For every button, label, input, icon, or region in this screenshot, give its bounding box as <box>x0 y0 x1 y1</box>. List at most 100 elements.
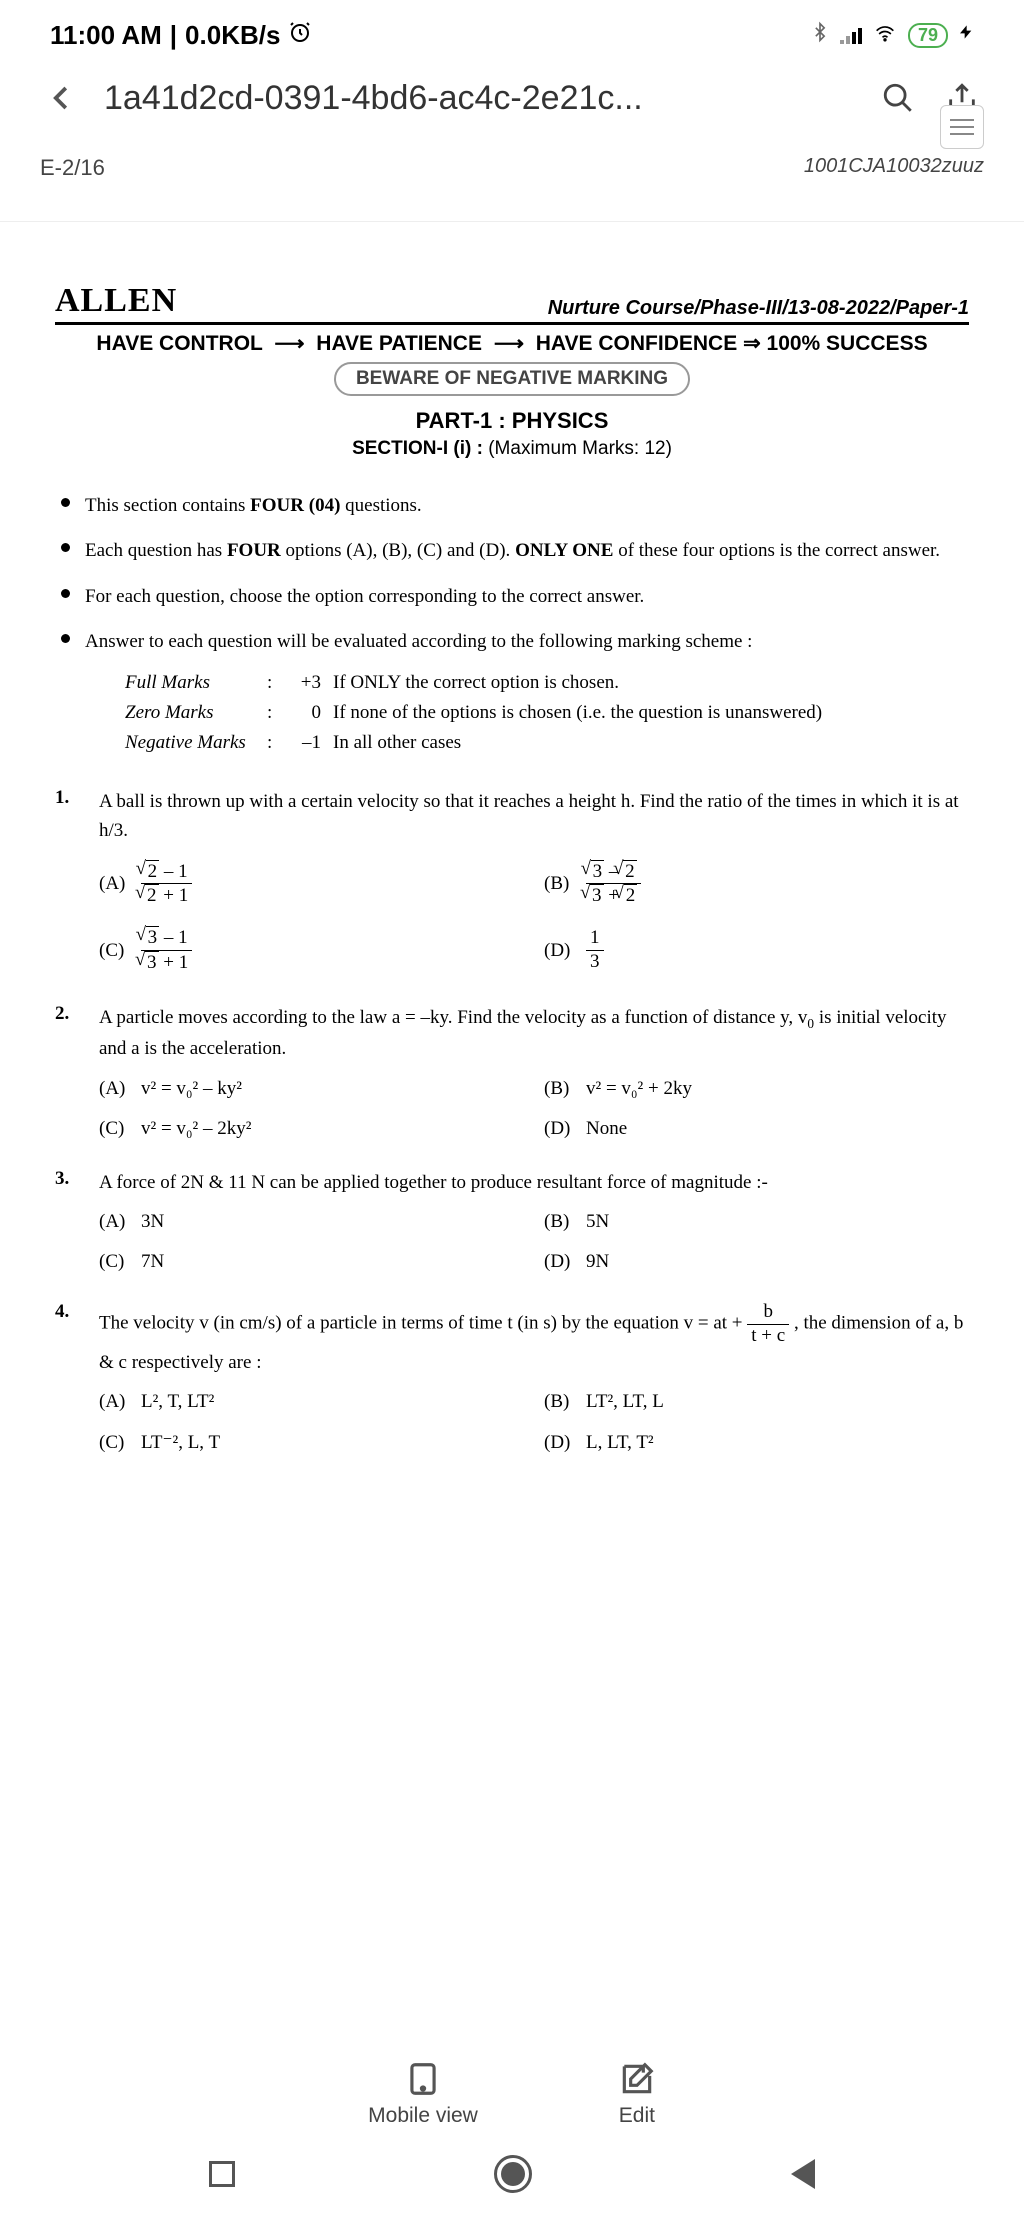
nav-back-button[interactable] <box>791 2159 815 2189</box>
option-c: (C)LT⁻², L, T <box>99 1431 524 1454</box>
header-underline <box>55 322 969 325</box>
marks-label: Full Marks <box>125 668 255 698</box>
question-2: 2. A particle moves according to the law… <box>55 1003 969 1140</box>
arrow-icon: ⟶ <box>274 331 304 356</box>
page-code-left: E-2/16 <box>40 155 105 181</box>
n: + 1 <box>159 952 189 973</box>
section-a: SECTION-I (i) : <box>352 438 483 459</box>
marks-value: +3 <box>291 668 321 698</box>
status-time: 11:00 AM <box>50 20 162 51</box>
n: 2 <box>146 860 160 884</box>
n: – 1 <box>159 861 188 882</box>
beware-pill: BEWARE OF NEGATIVE MARKING <box>334 362 690 396</box>
opt-label: (D) <box>544 1432 578 1454</box>
text: questions. <box>340 495 421 516</box>
fraction: √3 – √2 √3 + √2 <box>586 860 641 909</box>
opt-text: 9N <box>586 1251 609 1273</box>
status-right: 79 <box>810 20 974 51</box>
text: options (A), (B), (C) and (D). <box>281 540 515 561</box>
opt-label: (A) <box>99 873 133 895</box>
status-bar: 11:00 AM | 0.0KB/s 79 <box>0 0 1024 61</box>
opt-text: v² = v₀² – 2ky² <box>141 1118 251 1140</box>
opt-label: (B) <box>544 1391 578 1413</box>
file-title: 1a41d2cd-0391-4bd6-ac4c-2e21c... <box>104 79 856 118</box>
opt-label: (A) <box>99 1391 133 1413</box>
edit-button[interactable]: Edit <box>618 2060 656 2128</box>
n: 2 <box>623 860 637 884</box>
search-button[interactable] <box>876 76 920 120</box>
marking-scheme: Full Marks: +3 If ONLY the correct optio… <box>125 668 969 759</box>
bottom-action-bar: Mobile view Edit <box>0 2060 1024 2128</box>
opt-label: (C) <box>99 1432 133 1454</box>
back-button[interactable] <box>40 76 84 120</box>
opt-text: 3N <box>141 1211 164 1233</box>
home-button[interactable] <box>494 2155 532 2193</box>
mobile-view-button[interactable]: Mobile view <box>368 2060 478 2128</box>
part-title: PART-1 : PHYSICS <box>55 408 969 434</box>
status-netspeed: 0.0KB/s <box>185 20 280 51</box>
option-a: (A) √2 – 1 √2 + 1 <box>99 860 524 909</box>
marks-value: 0 <box>291 698 321 728</box>
opt-text: LT², LT, L <box>586 1391 664 1413</box>
status-left: 11:00 AM | 0.0KB/s <box>50 20 312 51</box>
fraction: √3 – 1 √3 + 1 <box>141 926 192 975</box>
n: 3 <box>591 860 605 884</box>
fraction: √2 – 1 √2 + 1 <box>141 860 192 909</box>
question-number: 4. <box>55 1301 81 1454</box>
brand-title: ALLEN <box>55 282 177 320</box>
question-stem: The velocity v (in cm/s) of a particle i… <box>99 1301 969 1377</box>
instruction-item: Each question has FOUR options (A), (B),… <box>85 523 969 566</box>
opt-label: (D) <box>544 1118 578 1140</box>
motto-2: HAVE PATIENCE <box>316 332 482 355</box>
marks-row: Negative Marks: –1 In all other cases <box>125 728 969 758</box>
option-d: (D) 1 3 <box>544 926 969 975</box>
option-d: (D)L, LT, T² <box>544 1431 969 1454</box>
marks-row: Full Marks: +3 If ONLY the correct optio… <box>125 668 969 698</box>
question-3: 3. A force of 2N & 11 N can be applied t… <box>55 1168 969 1273</box>
question-number: 3. <box>55 1168 81 1273</box>
text: This section contains <box>85 495 250 516</box>
menu-button[interactable] <box>940 105 984 149</box>
android-nav-bar <box>0 2140 1024 2208</box>
n: – 1 <box>159 927 188 948</box>
opt-text: L², T, LT² <box>141 1391 214 1413</box>
question-1: 1. A ball is thrown up with a certain ve… <box>55 787 969 975</box>
opt-label: (B) <box>544 1211 578 1233</box>
instructions-list: This section contains FOUR (04) question… <box>55 478 969 658</box>
charging-icon <box>958 20 974 51</box>
text: FOUR (04) <box>250 495 340 516</box>
options: (A)3N (B)5N (C)7N (D)9N <box>99 1211 969 1273</box>
instruction-item: Answer to each question will be evaluate… <box>85 614 969 657</box>
wifi-icon <box>872 20 898 51</box>
page-meta: E-2/16 1001CJA10032zuuz <box>0 135 1024 211</box>
question-stem: A force of 2N & 11 N can be applied toge… <box>99 1168 969 1197</box>
text: Each question has <box>85 540 227 561</box>
section-b: (Maximum Marks: 12) <box>488 438 672 459</box>
opt-label: (A) <box>99 1078 133 1100</box>
option-a: (A) v² = v₀² – ky² <box>99 1078 524 1100</box>
motto-implies: ⇒ 100% SUCCESS <box>743 332 928 355</box>
options: (A) L², T, LT² (B) LT², LT, L (C)LT⁻², L, … <box>99 1391 969 1454</box>
opt-label: (C) <box>99 1118 133 1140</box>
toolbar: 1a41d2cd-0391-4bd6-ac4c-2e21c... <box>0 61 1024 135</box>
n: 3 <box>586 951 604 974</box>
edit-icon <box>618 2060 656 2098</box>
recent-apps-button[interactable] <box>209 2161 235 2187</box>
opt-text: 5N <box>586 1211 609 1233</box>
battery-indicator: 79 <box>908 23 948 48</box>
opt-text: v² = v₀² – ky² <box>141 1078 242 1100</box>
motto-3: HAVE CONFIDENCE <box>536 332 737 355</box>
section-title: SECTION-I (i) : (Maximum Marks: 12) <box>55 438 969 460</box>
option-b: (B)v² = v₀² + 2ky <box>544 1078 969 1100</box>
option-b: (B) √3 – √2 √3 + √2 <box>544 860 969 909</box>
marks-desc: If none of the options is chosen (i.e. t… <box>333 698 969 728</box>
opt-label: (D) <box>544 940 578 962</box>
n: 1 <box>586 927 604 951</box>
opt-text: v² = v₀² + 2ky <box>586 1078 692 1100</box>
n: t + c <box>747 1325 789 1348</box>
question-stem: A ball is thrown up with a certain veloc… <box>99 787 969 846</box>
opt-text: None <box>586 1118 627 1140</box>
question-4: 4. The velocity v (in cm/s) of a particl… <box>55 1301 969 1454</box>
question-number: 1. <box>55 787 81 975</box>
marks-row: Zero Marks: 0 If none of the options is … <box>125 698 969 728</box>
